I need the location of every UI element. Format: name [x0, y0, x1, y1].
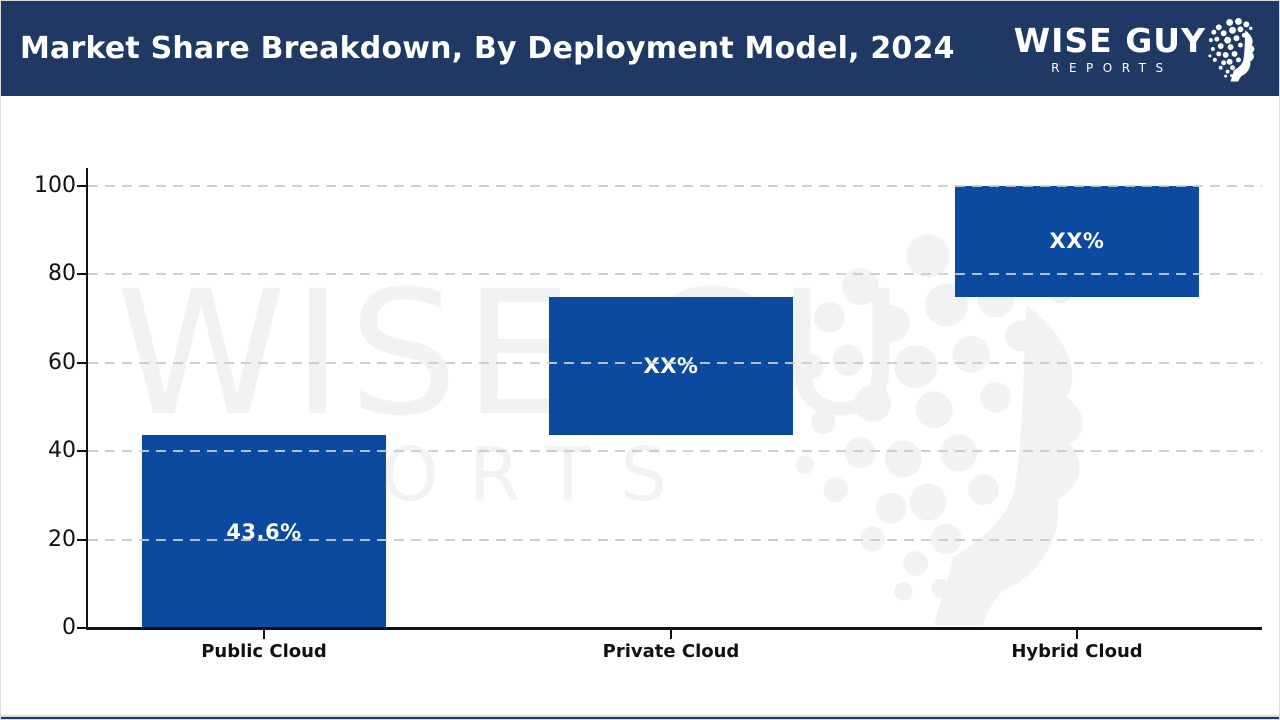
x-tick-private-cloud [670, 630, 672, 639]
y-tick-label-60: 60 [48, 349, 76, 375]
header-bar: Market Share Breakdown, By Deployment Mo… [0, 0, 1280, 96]
category-label-private-cloud: Private Cloud [602, 641, 740, 662]
x-axis-line [86, 627, 1262, 630]
wiseguy-face-icon [1208, 17, 1255, 82]
gridline-60 [88, 361, 1262, 364]
y-tick-80 [77, 273, 86, 276]
y-tick-label-40: 40 [48, 438, 76, 464]
watermark-face-icon [795, 228, 1084, 626]
y-tick-label-80: 80 [48, 261, 76, 287]
gridline-40 [88, 450, 1262, 453]
y-axis-line [86, 168, 88, 630]
y-tick-40 [77, 450, 86, 453]
x-tick-hybrid-cloud [1076, 630, 1078, 639]
logo-wiseguy-text: WISE GUY [1013, 20, 1206, 60]
bar-public-cloud: 43.6% [142, 435, 386, 628]
footer-bar [0, 717, 1280, 720]
bar-value-label-private-cloud: XX% [643, 354, 699, 379]
category-label-hybrid-cloud: Hybrid Cloud [1011, 641, 1143, 662]
category-label-public-cloud: Public Cloud [201, 641, 327, 662]
y-tick-100 [77, 185, 86, 187]
y-tick-60 [77, 361, 86, 364]
x-tick-public-cloud [263, 630, 265, 639]
logo-reports-text: REPORTS [1051, 60, 1173, 75]
gridline-20 [88, 538, 1262, 541]
y-tick-0 [77, 627, 86, 629]
bar-value-label-hybrid-cloud: XX% [1049, 229, 1105, 254]
bar-hybrid-cloud: XX% [955, 186, 1199, 297]
gridline-100 [88, 185, 1262, 187]
gridline-80 [88, 273, 1262, 276]
wiseguy-logo: WISE GUY REPORTS [1014, 10, 1268, 88]
chart-title: Market Share Breakdown, By Deployment Mo… [20, 30, 955, 66]
bottom-divider [0, 715, 1280, 717]
bar-private-cloud: XX% [549, 296, 793, 436]
y-tick-label-0: 0 [62, 615, 76, 640]
y-tick-20 [77, 538, 86, 541]
y-tick-label-100: 100 [34, 173, 76, 198]
logo-wordmark: WISE GUY REPORTS [1014, 24, 1206, 75]
y-tick-label-20: 20 [48, 526, 76, 552]
